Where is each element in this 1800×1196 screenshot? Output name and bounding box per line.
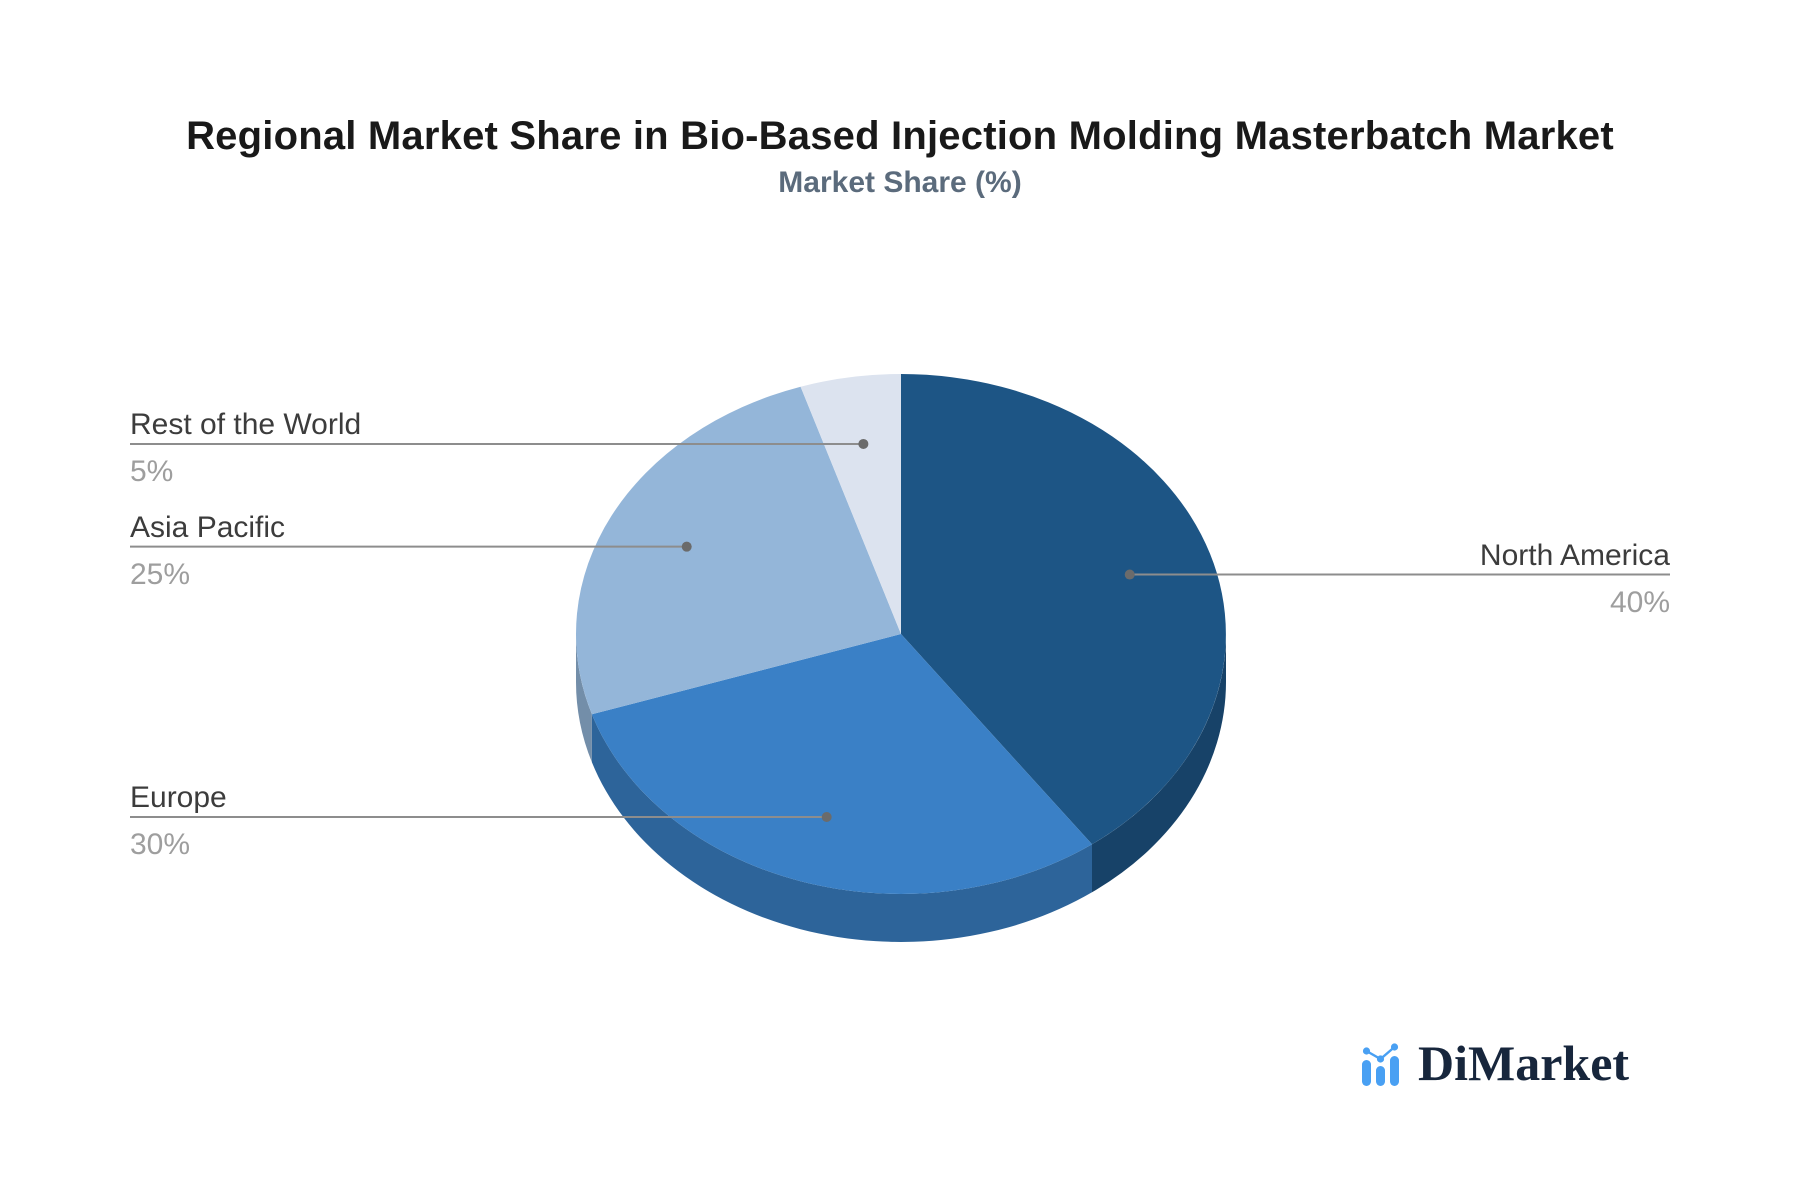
slice-label-name: Europe: [130, 780, 227, 814]
slice-label-value: 30%: [130, 827, 191, 861]
leader-dot-asia-pacific: [681, 541, 692, 552]
logo-dot: [1390, 1043, 1399, 1051]
slice-label-north-america: North America 40%: [1480, 539, 1670, 619]
slice-label-asia-pacific: Asia Pacific 25%: [130, 511, 285, 591]
brand-logo: DiMarket: [1358, 1038, 1629, 1088]
chart-subtitle: Market Share (%): [778, 166, 1022, 199]
pie-slice-side-asia-pacific: [576, 634, 592, 763]
slice-label-value: 40%: [1609, 585, 1670, 619]
slice-label-name: North America: [1479, 538, 1670, 572]
bar-line-chart-icon: [1362, 1043, 1399, 1086]
brand-logo-text: DiMarket: [1418, 1035, 1630, 1091]
pie-slice-europe[interactable]: [591, 634, 1092, 894]
chart-title: Regional Market Share in Bio-Based Injec…: [186, 114, 1614, 158]
slice-label-europe: Europe 30%: [130, 781, 227, 861]
leader-dot-rest-of-the-world: [858, 438, 869, 449]
slice-label-value: 25%: [130, 557, 191, 591]
logo-bar: [1376, 1066, 1385, 1086]
slice-label-value: 5%: [130, 454, 174, 488]
logo-dot: [1362, 1047, 1371, 1055]
logo-dot: [1376, 1055, 1385, 1063]
logo-bar: [1390, 1056, 1399, 1086]
pie-slice-side-north-america: [1092, 634, 1226, 893]
logo-bar: [1362, 1060, 1371, 1086]
pie-slice-rest-of-the-world[interactable]: [800, 374, 901, 634]
pie-slice-north-america[interactable]: [901, 374, 1226, 845]
slice-label-name: Rest of the World: [130, 407, 362, 441]
pie-slice-side-europe: [591, 714, 1092, 942]
leader-dot-europe: [821, 811, 832, 822]
leader-dot-north-america: [1124, 569, 1135, 580]
slice-label-name: Asia Pacific: [130, 510, 286, 544]
slice-label-rest-of-the-world: Rest of the World 5%: [130, 408, 361, 488]
pie-slice-asia-pacific[interactable]: [576, 386, 901, 715]
